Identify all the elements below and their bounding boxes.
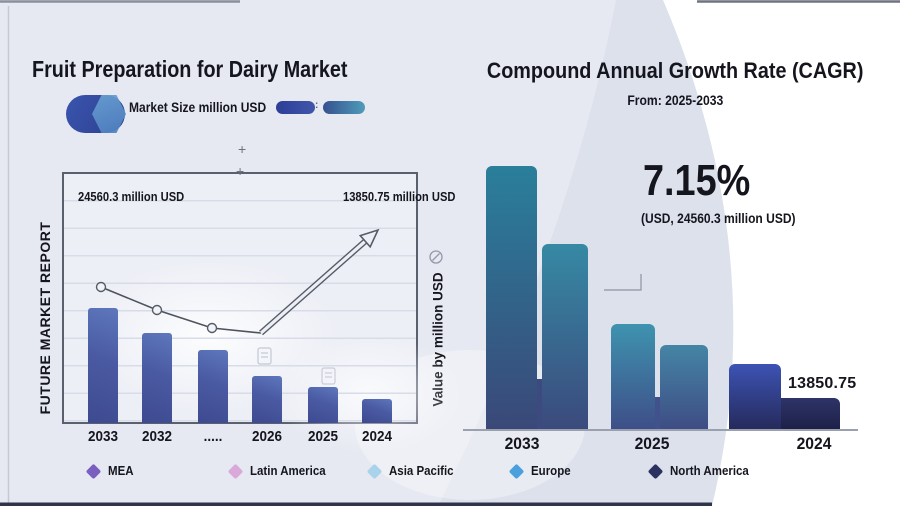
x-label-2025: 2025 bbox=[634, 434, 670, 453]
legend-label: Europe bbox=[531, 464, 571, 478]
legend-label: North America bbox=[670, 464, 749, 478]
legend-diamond-icon bbox=[227, 463, 244, 479]
legend-item-latin-america: Latin America bbox=[227, 463, 332, 479]
market-size-caption: Market Size million USD bbox=[129, 99, 267, 115]
legend-label: MEA bbox=[108, 464, 134, 478]
legend-item-mea: MEA bbox=[85, 463, 136, 479]
legend-label: Asia Pacific bbox=[389, 464, 454, 478]
pill-separator: : bbox=[315, 100, 319, 111]
cagr-title: Compound Annual Growth Rate (CAGR) bbox=[486, 58, 864, 83]
cagr-note: (USD, 24560.3 million USD) bbox=[641, 210, 796, 226]
region-legend: MEA Latin America Asia Pacific Europe North … bbox=[0, 463, 900, 488]
legend-label: Latin America bbox=[250, 464, 326, 478]
x-label-2033: 2033 bbox=[504, 434, 540, 453]
legend-diamond-icon bbox=[366, 463, 383, 479]
bar-value-label: 13850.75 bbox=[788, 375, 857, 392]
brand-logo-icon bbox=[66, 95, 126, 133]
legend-diamond-icon bbox=[85, 463, 102, 479]
x-label-2024: 2024 bbox=[796, 434, 832, 453]
legend-diamond-icon bbox=[508, 463, 525, 479]
legend-item-north-america: North America bbox=[647, 463, 756, 479]
progress-pill-teal bbox=[323, 101, 365, 114]
progress-pill-blue bbox=[276, 101, 315, 114]
legend-item-asia-pacific: Asia Pacific bbox=[366, 463, 459, 479]
legend-diamond-icon bbox=[647, 463, 664, 479]
cagr-value: 7.15% bbox=[643, 156, 751, 205]
page-title: Fruit Preparation for Dairy Market bbox=[32, 56, 348, 82]
legend-item-europe: Europe bbox=[508, 463, 574, 479]
cagr-subtitle: From: 2025-2033 bbox=[627, 93, 723, 108]
